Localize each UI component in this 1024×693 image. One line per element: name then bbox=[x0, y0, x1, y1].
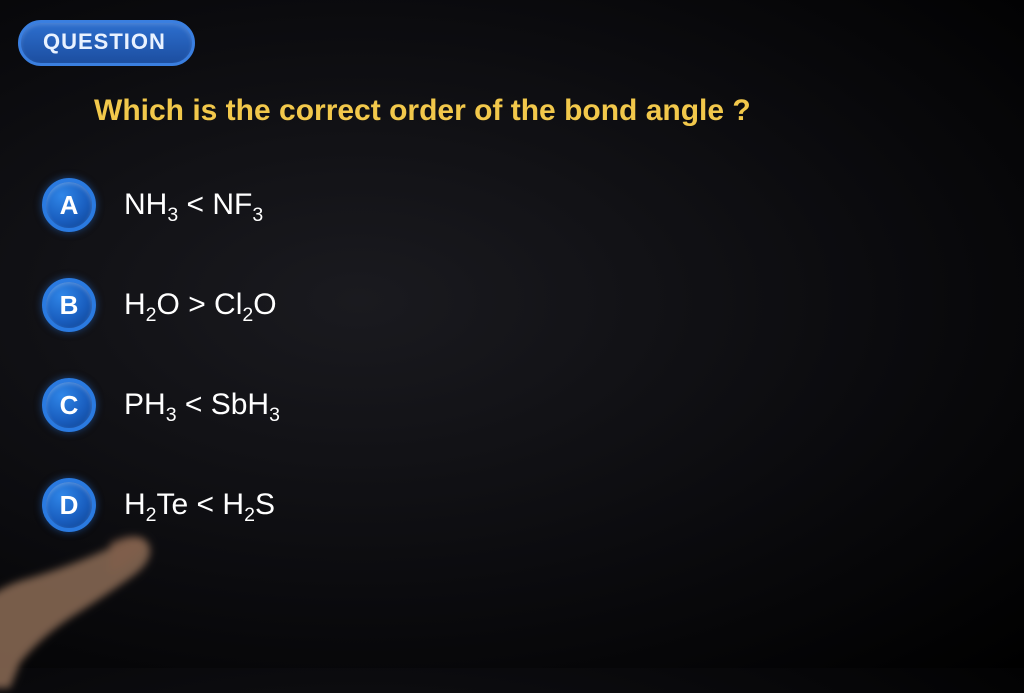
option-letter-badge: A bbox=[42, 178, 96, 232]
option-row[interactable]: B H2O > Cl2O bbox=[42, 278, 280, 332]
option-row[interactable]: A NH3 < NF3 bbox=[42, 178, 280, 232]
question-prompt: Which is the correct order of the bond a… bbox=[94, 94, 751, 128]
option-formula: PH3 < SbH3 bbox=[124, 388, 280, 422]
option-letter-badge: C bbox=[42, 378, 96, 432]
option-row[interactable]: D H2Te < H2S bbox=[42, 478, 280, 532]
option-letter-badge: D bbox=[42, 478, 96, 532]
option-formula: H2O > Cl2O bbox=[124, 288, 277, 322]
option-letter-badge: B bbox=[42, 278, 96, 332]
options-list: A NH3 < NF3 B H2O > Cl2O C PH3 < SbH3 D … bbox=[42, 178, 280, 578]
question-badge: QUESTION bbox=[18, 20, 195, 66]
option-row[interactable]: C PH3 < SbH3 bbox=[42, 378, 280, 432]
option-formula: NH3 < NF3 bbox=[124, 188, 263, 222]
option-formula: H2Te < H2S bbox=[124, 488, 275, 522]
